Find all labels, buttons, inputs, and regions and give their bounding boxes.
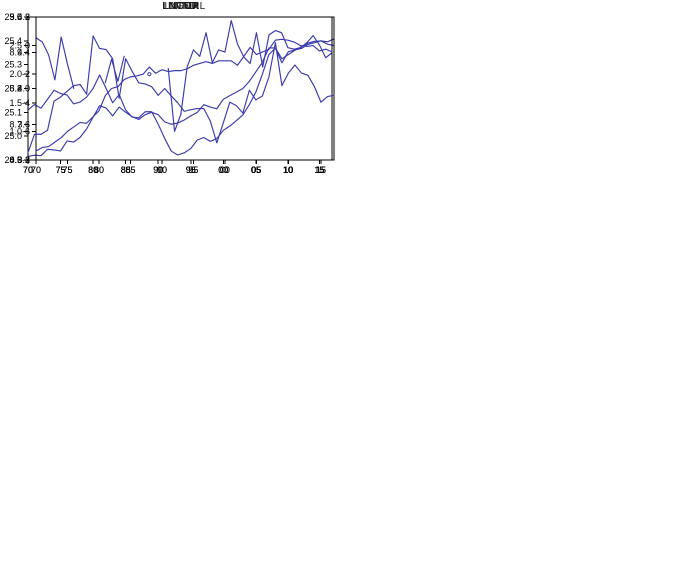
chart-lncoal: LNCOAL 4.8 4.4 4.0 3.6 3.2 70 75 80 85 90 95 00 05 10… [0,0,342,193]
svg-text:15: 15 [314,165,324,175]
svg-text:15: 15 [316,165,326,175]
svg-text:4.4: 4.4 [17,48,30,58]
svg-text:05: 05 [251,165,261,175]
svg-text:05: 05 [251,165,261,175]
svg-text:3.6: 3.6 [17,119,30,129]
svg-text:75: 75 [62,165,72,175]
svg-text:10: 10 [283,165,293,175]
svg-text:9.0: 9.0 [9,13,22,22]
svg-text:8.9: 8.9 [9,48,22,58]
chart-lntnr: LNTNR 3.0 2.5 2.0 1.5 1.0 0.5 70 75 80 85 90 95 00 05… [0,0,342,193]
svg-text:00: 00 [218,165,228,175]
svg-text:8.7: 8.7 [9,119,22,129]
svg-text:10: 10 [283,165,293,175]
svg-text:00: 00 [220,165,230,175]
svg-text:90: 90 [153,165,163,175]
svg-text:80: 80 [94,165,104,175]
svg-text:90: 90 [157,165,167,175]
svg-text:75: 75 [56,165,66,175]
svg-text:85: 85 [121,165,131,175]
svg-text:00: 00 [218,165,228,175]
svg-text:95: 95 [186,165,196,175]
svg-text:70: 70 [31,165,41,175]
svg-text:15: 15 [316,165,326,175]
svg-text:1.0: 1.0 [9,126,22,136]
svg-text:00: 00 [218,165,228,175]
svg-text:3.0: 3.0 [9,13,22,22]
svg-text:75: 75 [56,165,66,175]
svg-text:95: 95 [186,165,196,175]
svg-text:25.1: 25.1 [4,107,22,117]
svg-text:85: 85 [121,165,131,175]
svg-text:05: 05 [251,165,261,175]
svg-text:95: 95 [186,165,196,175]
svg-text:80: 80 [88,165,98,175]
svg-text:0.5: 0.5 [9,155,22,165]
svg-text:24.9: 24.9 [4,155,22,165]
svg-text:10: 10 [283,165,293,175]
svg-text:05: 05 [251,165,261,175]
svg-text:1.5: 1.5 [9,98,22,108]
svg-text:80: 80 [88,165,98,175]
svg-text:05: 05 [251,165,261,175]
svg-text:70: 70 [23,165,33,175]
svg-text:15: 15 [314,165,324,175]
svg-text:25.0: 25.0 [4,131,22,141]
svg-text:90: 90 [153,165,163,175]
svg-text:85: 85 [121,165,131,175]
svg-text:80: 80 [94,165,104,175]
svg-text:3.2: 3.2 [17,155,30,165]
svg-text:85: 85 [125,165,135,175]
chart-lntnr-title: LNTNR [162,1,200,12]
svg-text:25.4: 25.4 [4,36,22,46]
svg-text:10: 10 [283,165,293,175]
chart-lnind-title: LNIND [164,1,198,12]
chart-lngdp-title: LNGDP [162,1,200,12]
svg-text:95: 95 [188,165,198,175]
chart-lncoal-title: LNCOAL [162,1,206,12]
svg-text:00: 00 [220,165,230,175]
svg-text:2.0: 2.0 [9,69,22,79]
svg-text:70: 70 [31,165,41,175]
chart-lnfdi-title: LNFDI [168,1,200,12]
svg-text:4.8: 4.8 [17,13,30,22]
svg-text:4.0: 4.0 [17,84,30,94]
svg-text:15: 15 [316,165,326,175]
svg-text:90: 90 [157,165,167,175]
svg-text:8.6: 8.6 [9,155,22,165]
svg-text:70: 70 [23,165,33,175]
svg-text:25.5: 25.5 [4,13,22,22]
svg-text:25.2: 25.2 [4,84,22,94]
svg-text:8.8: 8.8 [9,84,22,94]
svg-text:2.5: 2.5 [9,41,22,51]
chart-lntnr-plot-area: 3.02.52.01.51.00.570 75 80 85 90 95 00 05 10 15 [9,13,335,175]
svg-text:95: 95 [188,165,198,175]
svg-text:80: 80 [88,165,98,175]
svg-text:75: 75 [56,165,66,175]
svg-text:10: 10 [283,165,293,175]
svg-text:70: 70 [23,165,33,175]
svg-text:75: 75 [62,165,72,175]
svg-text:85: 85 [125,165,135,175]
svg-text:25.3: 25.3 [4,60,22,70]
svg-text:90: 90 [153,165,163,175]
